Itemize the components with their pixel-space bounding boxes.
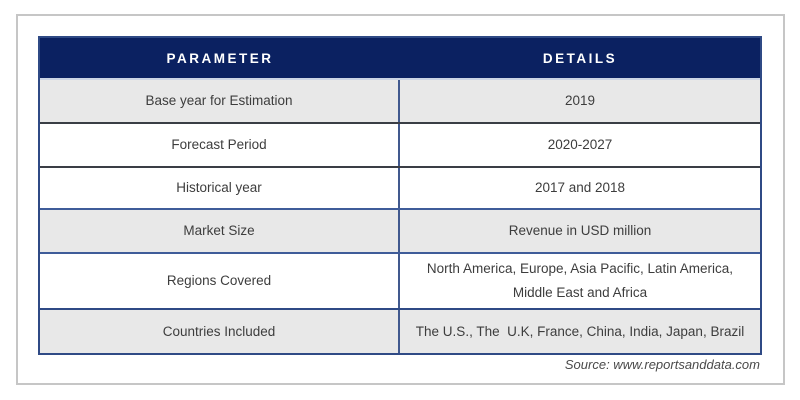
table-row-market-size: Market Size Revenue in USD million (40, 208, 760, 252)
details-cell: Revenue in USD million (508, 223, 652, 238)
details-cell: 2019 (564, 93, 596, 108)
column-header-parameter: PARAMETER (166, 50, 274, 66)
details-cell: North America, Europe, Asia Pacific, Lat… (426, 261, 737, 300)
column-header-details: DETAILS (542, 50, 618, 66)
parameter-cell: Regions Covered (40, 254, 400, 308)
content-panel: PARAMETER DETAILS Base year for Estimati… (16, 14, 785, 385)
table-row-historical-year: Historical year 2017 and 2018 (40, 166, 760, 208)
report-scope-table: PARAMETER DETAILS Base year for Estimati… (38, 36, 762, 355)
parameter-cell: Market Size (40, 210, 400, 252)
details-cell: The U.S., The U.K, France, China, India,… (415, 323, 745, 339)
parameter-cell: Base year for Estimation (40, 80, 400, 122)
details-cell: 2017 and 2018 (534, 180, 626, 195)
parameter-cell: Forecast Period (40, 124, 400, 166)
table-row-regions-covered: Regions Covered North America, Europe, A… (40, 252, 760, 308)
parameter-cell: Countries Included (40, 310, 400, 353)
parameter-cell: Historical year (40, 168, 400, 208)
table-row-forecast-period: Forecast Period 2020-2027 (40, 122, 760, 166)
source-attribution: Source: www.reportsanddata.com (564, 357, 760, 372)
details-cell: 2020-2027 (547, 137, 613, 152)
table-row-countries-included: Countries Included The U.S., The U.K, Fr… (40, 308, 760, 353)
table-row-base-year: Base year for Estimation 2019 (40, 80, 760, 122)
table-header-row: PARAMETER DETAILS (40, 38, 760, 80)
